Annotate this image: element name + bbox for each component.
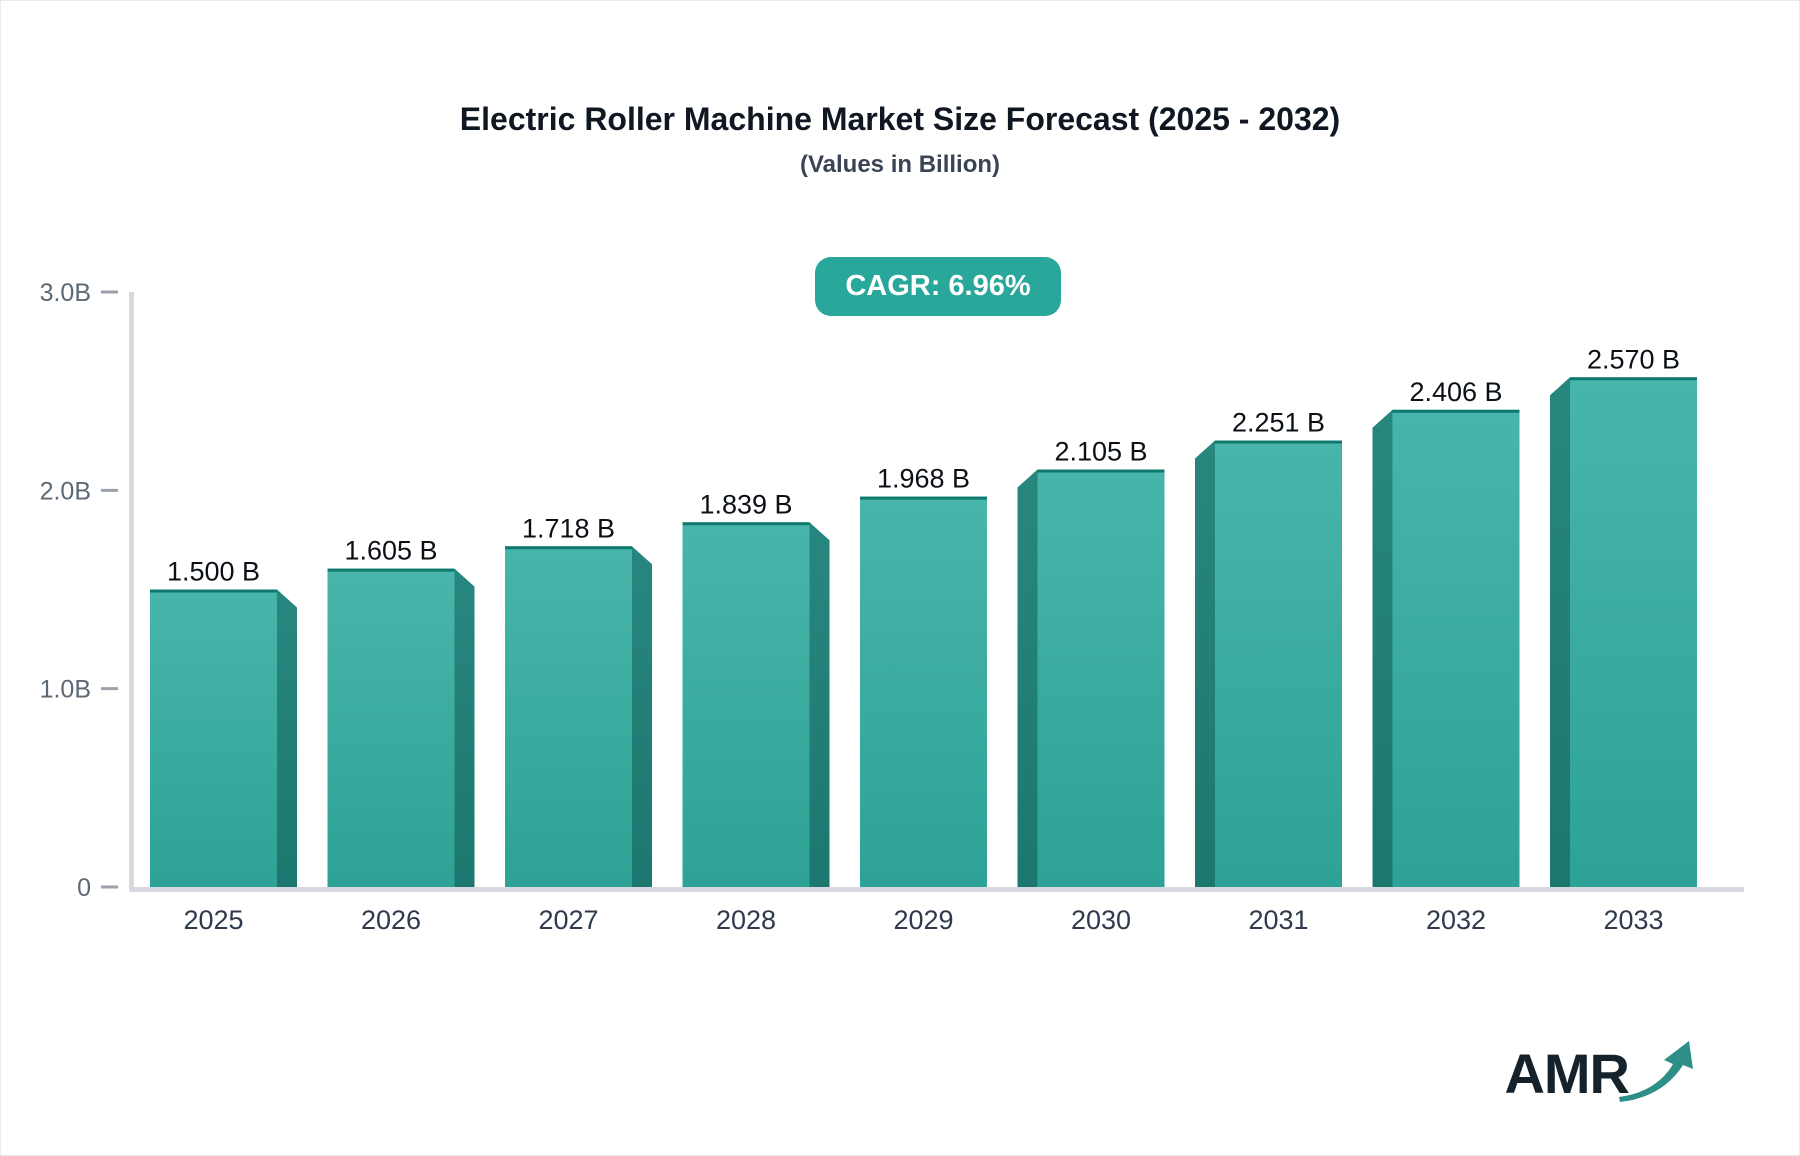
cagr-badge: CAGR: 6.96% xyxy=(815,257,1061,316)
bar xyxy=(1570,377,1697,887)
bar-side-face xyxy=(1195,440,1215,887)
bar xyxy=(327,568,455,887)
bar-value-label: 1.718 B xyxy=(522,513,615,543)
bar-side-face xyxy=(277,589,297,887)
brand-logo-text: AMR xyxy=(1504,1042,1630,1105)
y-tick-label: 3.0B xyxy=(40,279,91,307)
x-tick-label: 2026 xyxy=(361,905,421,935)
x-tick-label: 2027 xyxy=(538,905,598,935)
growth-arrow-icon xyxy=(1617,1037,1695,1108)
bar xyxy=(1037,469,1165,887)
bar-value-label: 2.406 B xyxy=(1409,377,1502,407)
x-tick-label: 2030 xyxy=(1071,905,1131,935)
bar-value-label: 2.251 B xyxy=(1232,408,1325,438)
bar-value-label: 2.105 B xyxy=(1054,437,1147,467)
x-tick-label: 2025 xyxy=(183,905,243,935)
x-tick-label: 2028 xyxy=(716,905,776,935)
bar-side-face xyxy=(1372,409,1393,887)
chart-subtitle: (Values in Billion) xyxy=(799,151,1001,178)
bar-side-face xyxy=(632,546,652,887)
bar xyxy=(682,522,810,887)
bar xyxy=(505,546,632,887)
x-tick-label: 2033 xyxy=(1603,905,1663,935)
page-title: Electric Roller Machine Market Size Fore… xyxy=(459,101,1341,137)
bar-value-label: 1.605 B xyxy=(344,536,437,566)
bar-value-label: 1.968 B xyxy=(877,464,970,494)
bar xyxy=(860,496,987,887)
bar-value-label: 2.570 B xyxy=(1587,344,1680,374)
y-tick-label: 2.0B xyxy=(40,477,91,505)
x-tick-label: 2029 xyxy=(893,905,953,935)
bar-side-face xyxy=(1550,377,1570,887)
bar xyxy=(1392,409,1520,887)
bar-side-face xyxy=(1017,469,1038,887)
brand-logo: AMR xyxy=(1504,1035,1695,1105)
y-tick-label: 0 xyxy=(77,874,91,902)
y-tick-label: 1.0B xyxy=(40,676,91,704)
x-tick-label: 2031 xyxy=(1248,905,1308,935)
bar-value-label: 1.500 B xyxy=(167,557,260,587)
x-tick-label: 2032 xyxy=(1426,905,1486,935)
bar xyxy=(1215,440,1342,887)
cagr-badge-row: CAGR: 6.96% xyxy=(132,257,1744,316)
bar xyxy=(150,589,277,887)
bar-value-label: 1.839 B xyxy=(699,489,792,519)
bar-side-face xyxy=(454,568,475,887)
bar-side-face xyxy=(809,522,830,887)
